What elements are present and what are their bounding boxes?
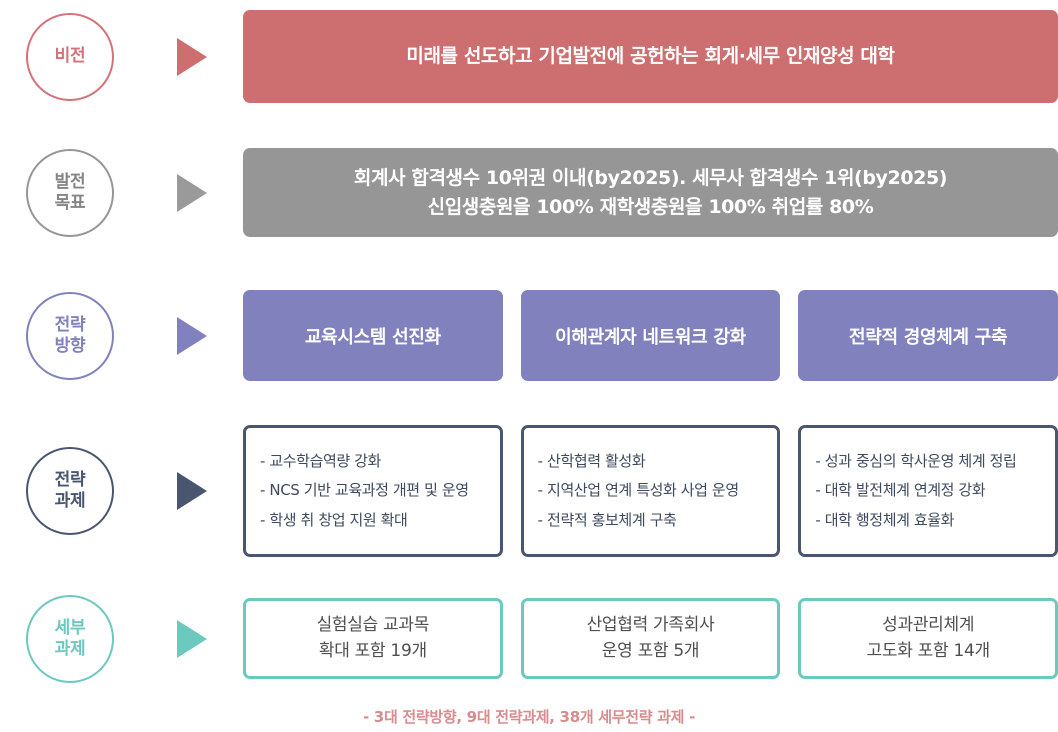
goal-banner: 회계사 합격생수 10위권 이내(by2025). 세무사 합격생수 1위(by… bbox=[243, 148, 1058, 237]
vision-banner: 미래를 선도하고 기업발전에 공헌하는 회게·세무 인재양성 대학 bbox=[243, 10, 1058, 103]
list-item: - 학생 취 창업 지원 확대 bbox=[260, 510, 408, 529]
strategy-card-2-label: 이해관계자 네트워크 강화 bbox=[555, 326, 746, 348]
strategy-card-3-label: 전략적 경영체계 구축 bbox=[849, 326, 1008, 348]
detail-label-cell: 세부 과제 bbox=[0, 594, 140, 683]
strategy-card-2: 이해관계자 네트워크 강화 bbox=[520, 290, 781, 381]
detail-card-1-line-2: 확대 포함 19개 bbox=[318, 640, 427, 661]
detail-card-2: 산업협력 가족회사 운영 포함 5개 bbox=[520, 598, 781, 679]
goal-content: 회계사 합격생수 10위권 이내(by2025). 세무사 합격생수 1위(by… bbox=[243, 148, 1058, 237]
strategy-circle: 전략 방향 bbox=[26, 291, 114, 380]
vision-arrow-cell bbox=[140, 37, 243, 76]
list-item: - 지역산업 연계 특성화 사업 운영 bbox=[537, 481, 739, 500]
detail-circle-line-2: 과제 bbox=[54, 638, 86, 659]
strategy-label-cell: 전략 방향 bbox=[0, 291, 140, 380]
strategy-card-1-label: 교육시스템 선진화 bbox=[304, 326, 441, 348]
row-goal: 발전 목표 회계사 합격생수 10위권 이내(by2025). 세무사 합격생수… bbox=[0, 148, 1058, 237]
task-card-2-list: - 산학협력 활성화 - 지역산업 연계 특성화 사업 운영 - 전략적 홍보체… bbox=[538, 447, 764, 535]
list-item: - 대학 발전체계 연계정 강화 bbox=[815, 481, 986, 500]
goal-label-cell: 발전 목표 bbox=[0, 148, 140, 237]
vision-banner-text: 미래를 선도하고 기업발전에 공헌하는 회게·세무 인재양성 대학 bbox=[406, 45, 895, 68]
task-circle-line-2: 과제 bbox=[54, 491, 86, 511]
goal-banner-line-2: 신입생충원을 100% 재학생충원을 100% 취업률 80% bbox=[427, 195, 874, 218]
strategy-card-3: 전략적 경영체계 구축 bbox=[798, 290, 1058, 381]
detail-circle-line-1: 세부 bbox=[54, 617, 86, 638]
list-item: - 전략적 홍보체계 구축 bbox=[537, 510, 677, 529]
task-card-3-list: - 성과 중심의 학사운영 체계 정립 - 대학 발전체계 연계정 강화 - 대… bbox=[815, 447, 1041, 535]
row-strategy-direction: 전략 방향 교육시스템 선진화 이해관계자 네트워크 강화 전략적 경영체계 구… bbox=[0, 290, 1058, 381]
footer-summary-note: - 3대 전략방향, 9대 전략과제, 38개 세무전략 과제 - bbox=[362, 708, 696, 726]
task-label-cell: 전략 과제 bbox=[0, 447, 140, 535]
strategy-arrow-cell bbox=[140, 316, 243, 355]
right-triangle-arrow-icon bbox=[176, 37, 207, 76]
list-item: - 교수학습역량 강화 bbox=[260, 452, 381, 471]
vision-circle-line-1: 비전 bbox=[54, 46, 86, 67]
detail-content: 실험실습 교과목 확대 포함 19개 산업협력 가족회사 운영 포함 5개 성과… bbox=[243, 598, 1058, 679]
detail-card-3: 성과관리체계 고도화 포함 14개 bbox=[798, 598, 1058, 679]
vision-circle: 비전 bbox=[26, 12, 114, 101]
list-item: - 성과 중심의 학사운영 체계 정립 bbox=[815, 452, 1017, 471]
row-vision: 비전 미래를 선도하고 기업발전에 공헌하는 회게·세무 인재양성 대학 bbox=[0, 10, 1058, 103]
row-strategy-task: 전략 과제 - 교수학습역량 강화 - NCS 기반 교육과정 개편 및 운영 … bbox=[0, 425, 1058, 557]
vision-content: 미래를 선도하고 기업발전에 공헌하는 회게·세무 인재양성 대학 bbox=[243, 10, 1058, 103]
task-arrow-cell bbox=[140, 472, 243, 510]
right-triangle-arrow-icon bbox=[176, 173, 207, 212]
task-content: - 교수학습역량 강화 - NCS 기반 교육과정 개편 및 운영 - 학생 취… bbox=[243, 425, 1058, 557]
detail-card-2-line-1: 산업협력 가족회사 bbox=[586, 614, 715, 635]
detail-arrow-cell bbox=[140, 619, 243, 658]
detail-card-1-line-1: 실험실습 교과목 bbox=[316, 614, 430, 635]
detail-card-3-line-2: 고도화 포함 14개 bbox=[866, 640, 991, 661]
strategy-circle-line-2: 방향 bbox=[54, 335, 86, 356]
goal-circle: 발전 목표 bbox=[26, 148, 114, 237]
task-card-1: - 교수학습역량 강화 - NCS 기반 교육과정 개편 및 운영 - 학생 취… bbox=[243, 425, 503, 557]
list-item: - NCS 기반 교육과정 개편 및 운영 bbox=[260, 481, 469, 500]
list-item: - 대학 행정체계 효율화 bbox=[815, 510, 955, 529]
row-detail-task: 세부 과제 실험실습 교과목 확대 포함 19개 산업협력 가족회사 운영 포함… bbox=[0, 594, 1058, 683]
task-circle-line-1: 전략 bbox=[54, 470, 86, 491]
detail-card-1: 실험실습 교과목 확대 포함 19개 bbox=[243, 598, 503, 679]
goal-banner-line-1: 회계사 합격생수 10위권 이내(by2025). 세무사 합격생수 1위(by… bbox=[353, 167, 948, 189]
right-triangle-arrow-icon bbox=[176, 619, 207, 658]
vision-label-cell: 비전 bbox=[0, 12, 140, 101]
strategy-content: 교육시스템 선진화 이해관계자 네트워크 강화 전략적 경영체계 구축 bbox=[243, 290, 1058, 381]
detail-card-2-line-2: 운영 포함 5개 bbox=[601, 640, 700, 661]
list-item: - 산학협력 활성화 bbox=[537, 452, 646, 471]
strategy-card-1: 교육시스템 선진화 bbox=[243, 290, 503, 381]
goal-circle-line-2: 목표 bbox=[54, 192, 86, 213]
goal-arrow-cell bbox=[140, 173, 243, 212]
goal-circle-line-1: 발전 bbox=[54, 171, 86, 192]
detail-card-3-line-1: 성과관리체계 bbox=[882, 614, 975, 635]
task-circle: 전략 과제 bbox=[26, 447, 114, 535]
strategy-circle-line-1: 전략 bbox=[54, 314, 86, 335]
task-card-1-list: - 교수학습역량 강화 - NCS 기반 교육과정 개편 및 운영 - 학생 취… bbox=[260, 447, 486, 535]
detail-circle: 세부 과제 bbox=[26, 594, 114, 683]
right-triangle-arrow-icon bbox=[176, 472, 207, 510]
right-triangle-arrow-icon bbox=[176, 316, 207, 355]
task-card-3: - 성과 중심의 학사운영 체계 정립 - 대학 발전체계 연계정 강화 - 대… bbox=[798, 425, 1058, 557]
task-card-2: - 산학협력 활성화 - 지역산업 연계 특성화 사업 운영 - 전략적 홍보체… bbox=[520, 425, 781, 557]
